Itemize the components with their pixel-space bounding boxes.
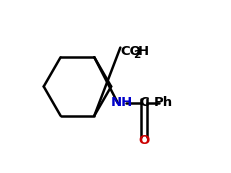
Text: O: O [138,134,150,148]
Text: C: C [139,96,149,110]
Text: CO: CO [120,45,141,58]
Text: Ph: Ph [154,96,173,110]
Text: NH: NH [110,96,133,110]
Text: H: H [138,45,149,58]
Text: 2: 2 [133,50,140,60]
